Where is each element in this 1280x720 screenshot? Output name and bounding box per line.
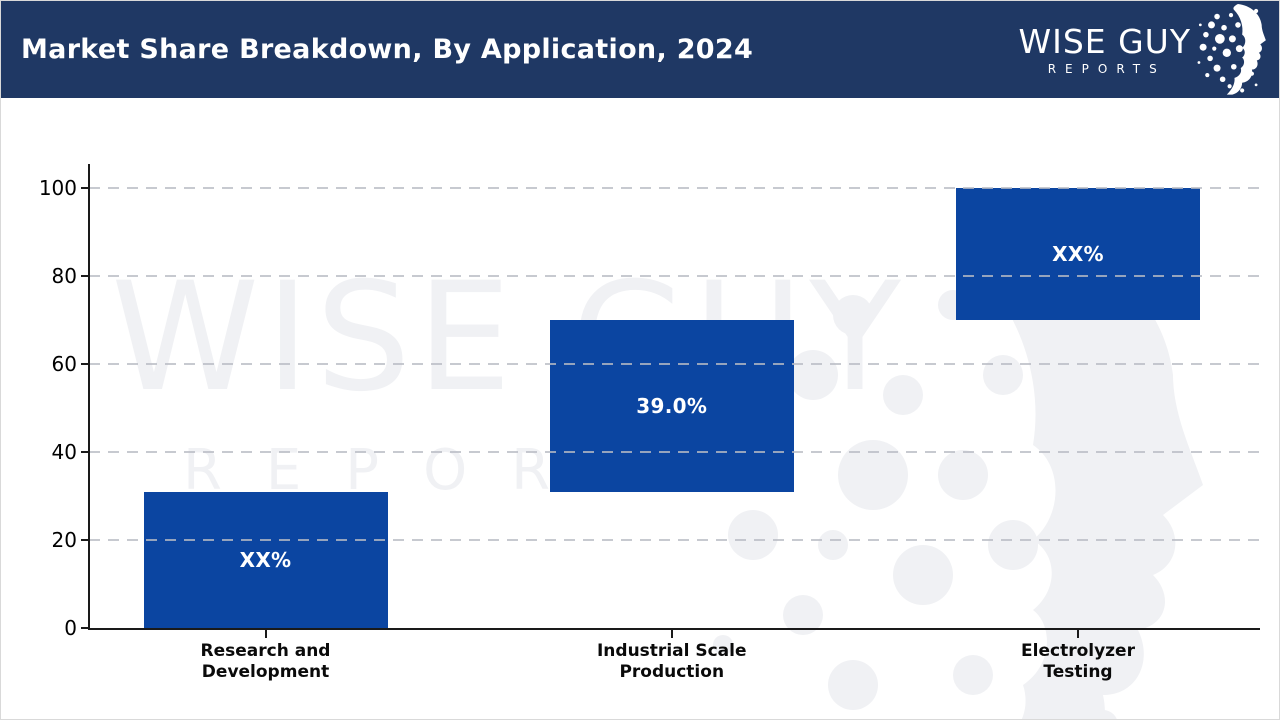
gridline	[89, 451, 1259, 453]
x-axis-category-label: Industrial Scale Production	[596, 641, 747, 682]
y-axis-label: 20	[51, 528, 77, 552]
y-axis-label: 100	[38, 176, 77, 200]
y-axis-tick	[81, 627, 88, 629]
x-axis-tick	[670, 630, 673, 638]
y-axis-label: 60	[51, 352, 77, 376]
y-axis-label: 0	[64, 616, 77, 640]
x-axis-line	[88, 628, 1260, 630]
gridline	[89, 275, 1259, 277]
y-axis-tick	[81, 539, 88, 541]
gridline	[89, 187, 1259, 189]
wiseguy-logo: WISE GUY REPORTS	[1018, 3, 1269, 96]
bar-value-label: XX%	[239, 547, 292, 572]
y-axis-tick	[81, 363, 88, 365]
bar-value-label: XX%	[1052, 242, 1104, 266]
y-axis-tick	[81, 187, 88, 189]
gridline	[89, 539, 1259, 541]
bar-value-label: 39.0%	[636, 393, 708, 418]
x-axis-category-label: Research and Development	[200, 641, 331, 682]
bar-segment: XX%	[956, 188, 1200, 320]
x-axis-category-label: Electrolyzer Testing	[1021, 641, 1135, 682]
bar-segment: XX%	[143, 491, 388, 628]
wiseguy-face-icon	[1197, 3, 1266, 95]
y-axis-label: 40	[51, 440, 77, 464]
gridline	[89, 363, 1259, 365]
logo-subtitle: REPORTS	[1047, 61, 1166, 76]
y-axis-tick	[81, 275, 88, 277]
y-axis-tick	[81, 451, 88, 453]
header-bar: Market Share Breakdown, By Application, …	[1, 1, 1279, 98]
y-axis-label: 80	[51, 264, 77, 288]
x-axis-tick	[264, 630, 267, 638]
y-axis-line	[88, 164, 90, 630]
bar-segment: 39.0%	[549, 320, 794, 492]
page-title: Market Share Breakdown, By Application, …	[21, 34, 754, 65]
logo-wordmark: WISE GUY	[1018, 21, 1191, 61]
x-axis-tick	[1077, 630, 1079, 638]
